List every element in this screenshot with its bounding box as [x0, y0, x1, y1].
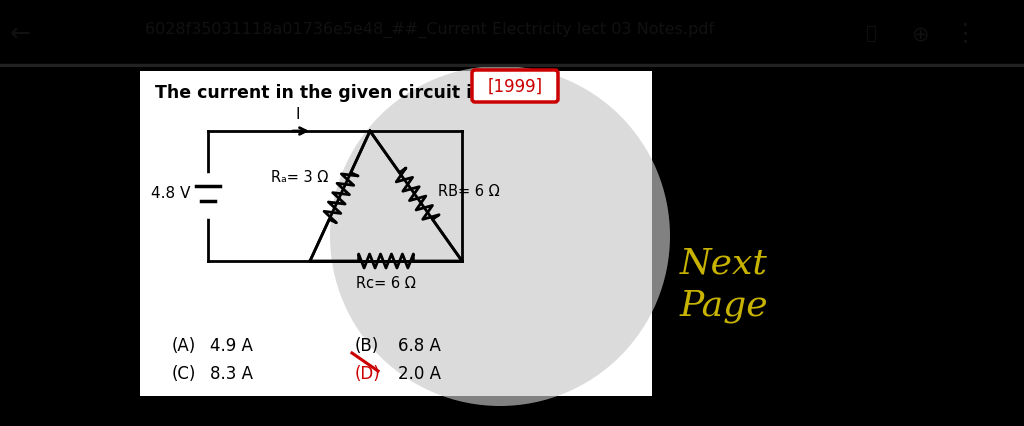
Text: 6028f35031118a01736e5e48_##_Current Electricity lect 03 Notes.pdf: 6028f35031118a01736e5e48_##_Current Elec…	[145, 22, 715, 38]
Text: 4.9 A: 4.9 A	[210, 336, 253, 354]
Text: Rₐ= 3 Ω: Rₐ= 3 Ω	[270, 170, 328, 184]
Text: 🔍: 🔍	[864, 25, 876, 43]
Text: (D): (D)	[355, 364, 381, 382]
Text: RB= 6 Ω: RB= 6 Ω	[438, 184, 500, 199]
Text: Next: Next	[680, 246, 768, 280]
Text: ⋮: ⋮	[952, 22, 978, 46]
Text: Page: Page	[680, 288, 769, 322]
Text: ←: ←	[9, 22, 31, 46]
Text: 8.3 A: 8.3 A	[210, 364, 253, 382]
Text: I: I	[296, 107, 300, 122]
Text: (C): (C)	[172, 364, 197, 382]
FancyBboxPatch shape	[140, 72, 652, 396]
Text: (A): (A)	[172, 336, 197, 354]
Text: ⊕: ⊕	[911, 24, 929, 44]
Text: The current in the given circuit is: The current in the given circuit is	[155, 84, 482, 102]
Text: 2.0 A: 2.0 A	[398, 364, 441, 382]
FancyBboxPatch shape	[472, 71, 558, 103]
Text: [1999]: [1999]	[487, 78, 543, 96]
Text: Rᴄ= 6 Ω: Rᴄ= 6 Ω	[356, 275, 416, 290]
Ellipse shape	[330, 67, 670, 406]
Text: 4.8 V: 4.8 V	[151, 186, 190, 201]
Text: (B): (B)	[355, 336, 379, 354]
Text: 6.8 A: 6.8 A	[398, 336, 441, 354]
